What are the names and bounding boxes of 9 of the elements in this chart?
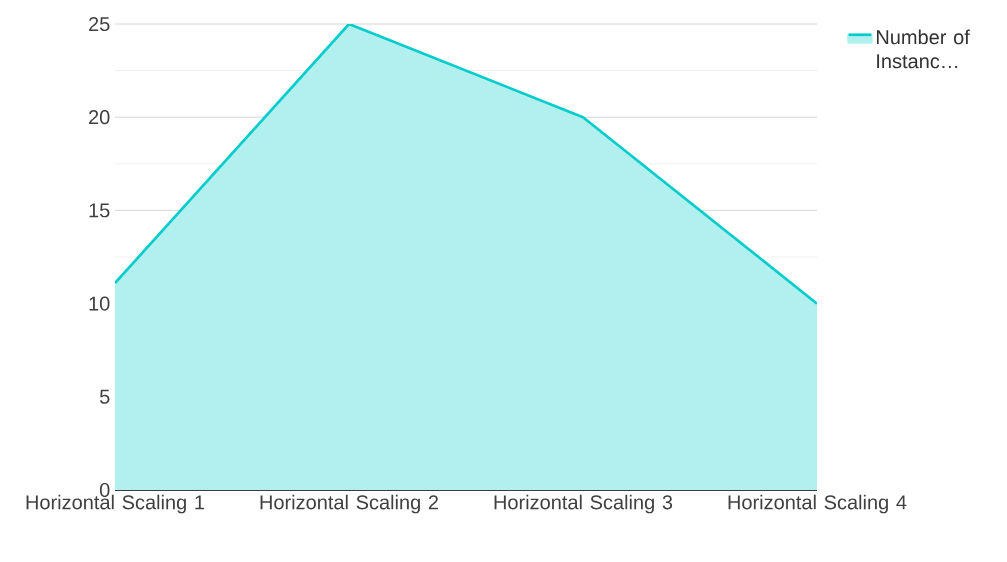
y-tick-label: 15 bbox=[89, 203, 110, 218]
y-tick-label: 25 bbox=[89, 16, 110, 32]
x-tick-label: Horizontal Scaling 3 bbox=[494, 494, 673, 514]
y-tick-label: 10 bbox=[89, 296, 110, 311]
y-tick-label: 20 bbox=[89, 110, 110, 125]
x-tick-label: Horizontal Scaling 4 bbox=[728, 494, 907, 514]
x-tick-label: Horizontal Scaling 2 bbox=[260, 494, 438, 514]
legend-label: Number of Instanc… bbox=[876, 29, 970, 69]
y-tick-label: 5 bbox=[99, 389, 110, 404]
